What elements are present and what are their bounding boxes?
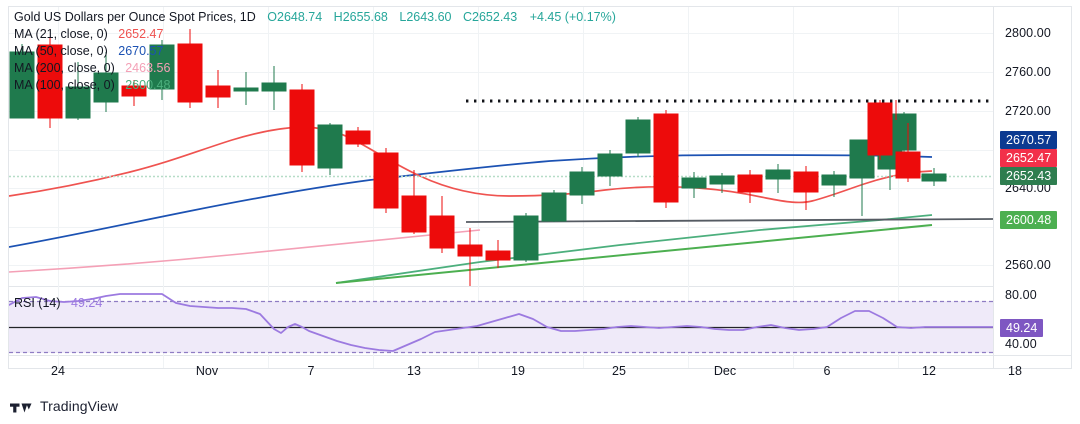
price-axis-separator	[993, 6, 994, 369]
tradingview-logo-icon	[10, 403, 32, 413]
candle	[177, 29, 203, 108]
ma50-price-badge[interactable]: 2670.57	[1000, 131, 1058, 149]
candle	[233, 72, 259, 105]
candle	[625, 117, 651, 157]
candle	[681, 172, 707, 198]
price-tick-2560: 2560.00	[1005, 258, 1051, 272]
tradingview-brand-label: TradingView	[40, 398, 119, 414]
time-tick-25: 25	[612, 364, 626, 378]
price-tick-2760: 2760.00	[1005, 65, 1051, 79]
time-axis-separator	[8, 355, 1072, 356]
last-price-badge[interactable]: 2652.43	[1000, 167, 1058, 185]
ma21-line	[9, 126, 933, 204]
candle	[37, 37, 63, 128]
price-tick-2800: 2800.00	[1005, 26, 1051, 40]
candle	[93, 52, 119, 112]
candle	[401, 170, 427, 234]
candle	[765, 164, 791, 193]
candle	[345, 127, 371, 147]
ma21-price-badge[interactable]: 2652.47	[1000, 149, 1058, 167]
time-tick-6: 6	[823, 364, 831, 378]
candle	[569, 167, 595, 204]
candle	[513, 213, 539, 262]
candle	[653, 110, 679, 208]
candle	[737, 170, 763, 203]
candlestick-series	[9, 29, 947, 286]
candle	[921, 168, 947, 186]
candle	[121, 80, 147, 106]
ascending-trendline	[335, 224, 933, 284]
time-tick-12: 12	[922, 364, 936, 378]
time-tick-24: 24	[51, 364, 65, 378]
candle	[821, 171, 847, 197]
candle	[373, 148, 399, 213]
candle	[65, 62, 91, 120]
ma100-price-badge[interactable]: 2600.48	[1000, 211, 1058, 229]
rsi-value-badge[interactable]: 49.24	[1000, 319, 1044, 337]
time-tick-7: 7	[307, 364, 315, 378]
candle	[429, 196, 455, 253]
ma200-line	[9, 229, 481, 273]
candle	[597, 150, 623, 186]
tradingview-footer: TradingView	[10, 398, 118, 414]
candle	[485, 240, 511, 268]
candle	[261, 66, 287, 110]
candle	[289, 84, 315, 172]
candle	[867, 100, 893, 160]
time-tick-13b: 13	[407, 364, 421, 378]
candle	[205, 70, 231, 108]
candle	[149, 40, 175, 100]
candle	[709, 173, 735, 193]
price-tick-2720: 2720.00	[1005, 104, 1051, 118]
pane-separator	[8, 286, 993, 287]
candle	[9, 44, 35, 119]
time-tick-18: 18	[1008, 364, 1022, 378]
rsi-tick-80: 80.00	[1005, 288, 1037, 302]
candle	[793, 166, 819, 210]
candle	[457, 228, 483, 286]
candle	[317, 123, 343, 175]
time-tick-19: 19	[511, 364, 525, 378]
candle	[541, 190, 567, 222]
rsi-tick-40: 40.00	[1005, 337, 1037, 351]
time-tick-dec: Dec	[713, 364, 737, 378]
candle	[895, 123, 921, 182]
ma50-line	[9, 154, 933, 248]
rsi-line	[9, 293, 993, 352]
candle	[849, 139, 875, 216]
time-tick-nov: Nov	[195, 364, 219, 378]
